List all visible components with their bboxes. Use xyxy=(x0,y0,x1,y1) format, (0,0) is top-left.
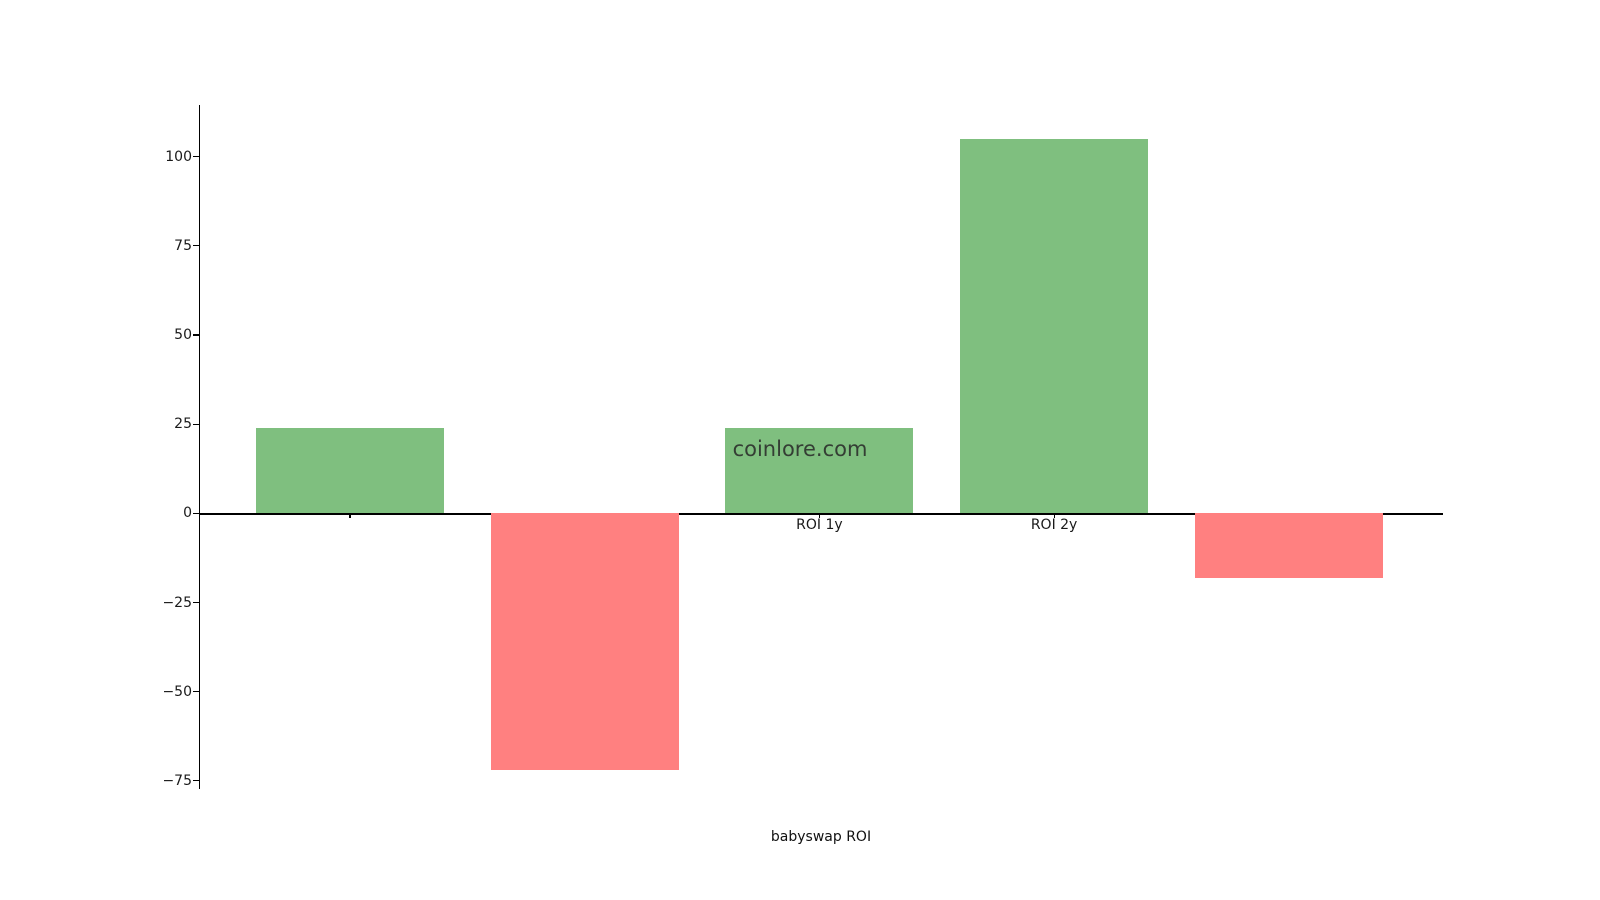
x-tick-label: ROI 2y xyxy=(1030,517,1078,534)
x-tick-mark xyxy=(1053,514,1055,519)
bar-roi-1y xyxy=(725,427,914,514)
x-axis-zero-line xyxy=(199,513,1443,515)
y-tick-label: 0 xyxy=(183,505,192,522)
y-tick-label: −50 xyxy=(162,683,192,700)
y-tick-label: 25 xyxy=(174,416,192,433)
y-tick-label: 50 xyxy=(174,327,192,344)
bar-roi-2y xyxy=(960,138,1149,514)
y-tick-mark xyxy=(193,423,199,425)
x-tick-mark xyxy=(349,514,351,519)
bar-unlabeled-1 xyxy=(256,427,444,514)
y-tick-mark xyxy=(193,156,199,158)
y-tick-label: 100 xyxy=(165,148,192,165)
y-tick-mark xyxy=(193,512,199,514)
bar-unlabeled-2 xyxy=(490,513,679,771)
y-tick-mark xyxy=(193,601,199,604)
y-tick-mark xyxy=(193,334,199,336)
y-tick-mark xyxy=(193,245,199,247)
bar-unlabeled-5 xyxy=(1194,513,1383,578)
x-axis-title: babyswap ROI xyxy=(770,829,872,845)
y-tick-label: −25 xyxy=(162,594,192,611)
y-tick-label: 75 xyxy=(174,237,192,254)
x-tick-label: ROI 1y xyxy=(796,517,843,534)
y-tick-label: −75 xyxy=(162,772,192,789)
y-tick-mark xyxy=(193,691,199,693)
x-tick-mark xyxy=(818,514,820,519)
watermark: coinlore.com xyxy=(732,437,868,461)
y-axis-spine xyxy=(199,105,201,789)
y-tick-mark xyxy=(193,780,199,782)
